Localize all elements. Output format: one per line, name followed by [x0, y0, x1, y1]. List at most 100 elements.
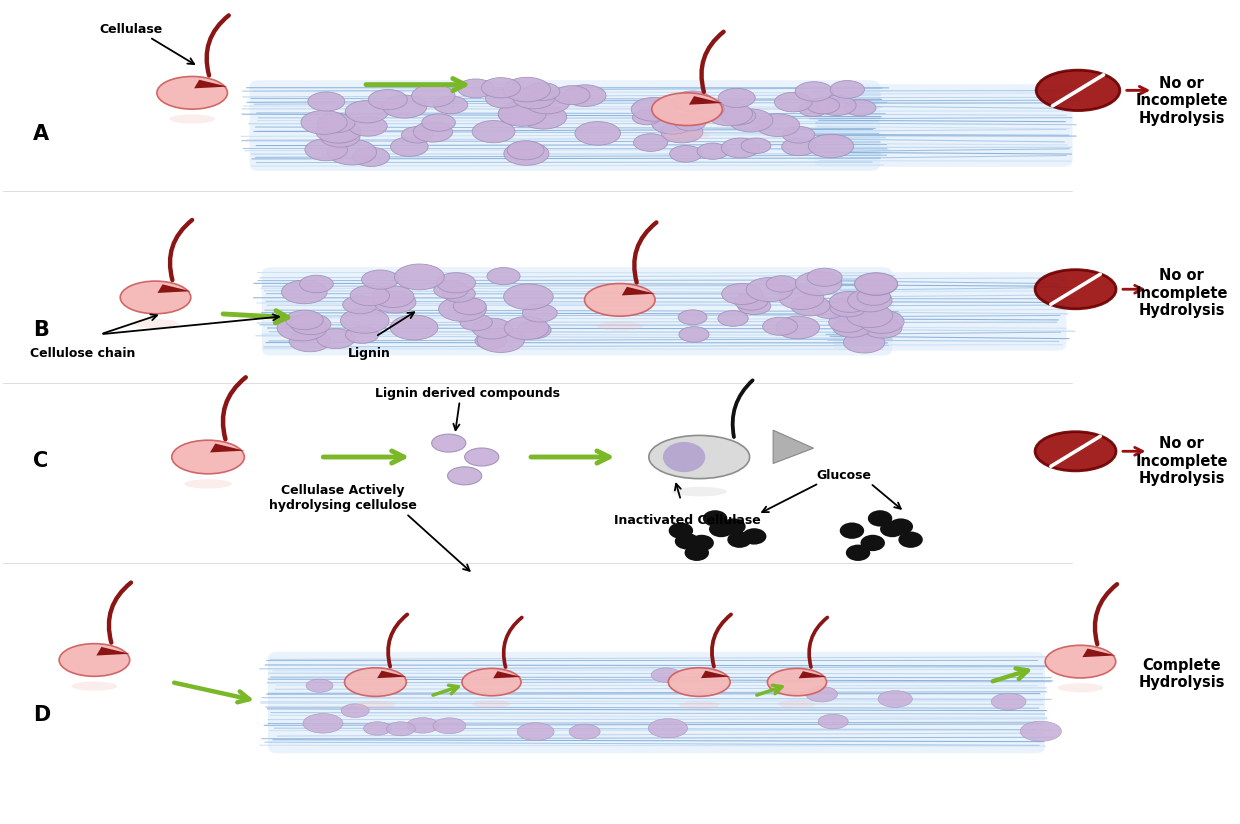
- Ellipse shape: [487, 268, 520, 285]
- Ellipse shape: [439, 297, 486, 321]
- Ellipse shape: [477, 328, 525, 353]
- Text: Cellulase Actively
hydrolysing cellulose: Cellulase Actively hydrolysing cellulose: [269, 484, 417, 512]
- Polygon shape: [157, 284, 191, 293]
- Text: Glucose: Glucose: [816, 469, 870, 481]
- Ellipse shape: [341, 308, 389, 333]
- Ellipse shape: [649, 435, 750, 479]
- Ellipse shape: [680, 701, 719, 709]
- Ellipse shape: [498, 101, 546, 126]
- Ellipse shape: [596, 321, 642, 330]
- Ellipse shape: [848, 289, 892, 311]
- Circle shape: [689, 535, 714, 551]
- Ellipse shape: [1045, 645, 1116, 678]
- Ellipse shape: [782, 126, 815, 143]
- Ellipse shape: [830, 292, 869, 312]
- Polygon shape: [621, 287, 655, 296]
- Text: Cellulose chain: Cellulose chain: [30, 347, 135, 359]
- Polygon shape: [701, 671, 730, 678]
- Ellipse shape: [345, 101, 388, 123]
- Ellipse shape: [305, 138, 347, 161]
- Ellipse shape: [808, 134, 853, 157]
- Ellipse shape: [341, 704, 370, 718]
- Ellipse shape: [777, 700, 816, 708]
- Circle shape: [868, 510, 893, 527]
- Ellipse shape: [60, 644, 130, 677]
- Circle shape: [668, 522, 693, 539]
- Ellipse shape: [878, 691, 913, 707]
- Ellipse shape: [413, 122, 453, 142]
- Ellipse shape: [729, 109, 773, 132]
- Polygon shape: [377, 671, 407, 678]
- Ellipse shape: [675, 115, 706, 131]
- Ellipse shape: [665, 131, 711, 140]
- Ellipse shape: [1058, 683, 1104, 692]
- Text: Complete
Hydrolysis: Complete Hydrolysis: [1138, 658, 1225, 691]
- Ellipse shape: [718, 311, 748, 326]
- Ellipse shape: [991, 693, 1025, 710]
- Ellipse shape: [697, 143, 728, 159]
- Ellipse shape: [575, 122, 620, 145]
- Circle shape: [889, 518, 913, 535]
- Ellipse shape: [795, 271, 842, 296]
- Ellipse shape: [807, 97, 839, 114]
- Ellipse shape: [434, 96, 467, 114]
- Ellipse shape: [513, 87, 554, 109]
- Circle shape: [675, 533, 699, 550]
- Ellipse shape: [454, 297, 486, 315]
- Ellipse shape: [325, 127, 356, 143]
- Ellipse shape: [722, 283, 763, 305]
- Polygon shape: [97, 647, 130, 656]
- Ellipse shape: [569, 724, 600, 739]
- Ellipse shape: [661, 121, 703, 143]
- Ellipse shape: [472, 120, 515, 143]
- Ellipse shape: [863, 318, 901, 338]
- Ellipse shape: [433, 718, 466, 733]
- Ellipse shape: [1035, 432, 1116, 471]
- Ellipse shape: [517, 723, 554, 741]
- Polygon shape: [210, 443, 244, 452]
- Text: C: C: [33, 451, 48, 471]
- Text: D: D: [33, 705, 51, 725]
- Ellipse shape: [817, 96, 856, 115]
- Ellipse shape: [486, 89, 522, 108]
- Ellipse shape: [503, 142, 549, 166]
- FancyBboxPatch shape: [833, 272, 1066, 351]
- Circle shape: [898, 531, 923, 548]
- Ellipse shape: [795, 82, 833, 101]
- Ellipse shape: [791, 296, 830, 316]
- Ellipse shape: [652, 93, 722, 125]
- Ellipse shape: [632, 110, 661, 124]
- Ellipse shape: [422, 114, 455, 131]
- Ellipse shape: [1037, 70, 1120, 110]
- FancyBboxPatch shape: [262, 267, 893, 355]
- Ellipse shape: [352, 147, 389, 166]
- Polygon shape: [494, 671, 521, 678]
- Ellipse shape: [436, 273, 476, 293]
- Ellipse shape: [434, 281, 469, 299]
- Ellipse shape: [768, 668, 827, 695]
- Ellipse shape: [670, 145, 702, 162]
- Ellipse shape: [342, 296, 378, 314]
- Ellipse shape: [564, 85, 606, 106]
- Ellipse shape: [781, 138, 816, 156]
- Circle shape: [839, 522, 864, 539]
- Circle shape: [703, 510, 728, 527]
- Ellipse shape: [584, 283, 655, 316]
- Text: B: B: [33, 321, 50, 340]
- Polygon shape: [774, 430, 813, 463]
- Ellipse shape: [368, 90, 408, 110]
- Polygon shape: [1083, 648, 1116, 658]
- Ellipse shape: [498, 102, 543, 126]
- Ellipse shape: [807, 268, 842, 286]
- Polygon shape: [195, 80, 227, 88]
- Ellipse shape: [649, 719, 687, 737]
- Ellipse shape: [683, 98, 724, 119]
- Ellipse shape: [651, 112, 693, 134]
- Ellipse shape: [172, 440, 244, 474]
- Ellipse shape: [301, 110, 347, 134]
- Text: A: A: [33, 124, 50, 143]
- Ellipse shape: [303, 714, 343, 733]
- Ellipse shape: [553, 86, 590, 105]
- Ellipse shape: [345, 667, 407, 696]
- Ellipse shape: [346, 326, 378, 344]
